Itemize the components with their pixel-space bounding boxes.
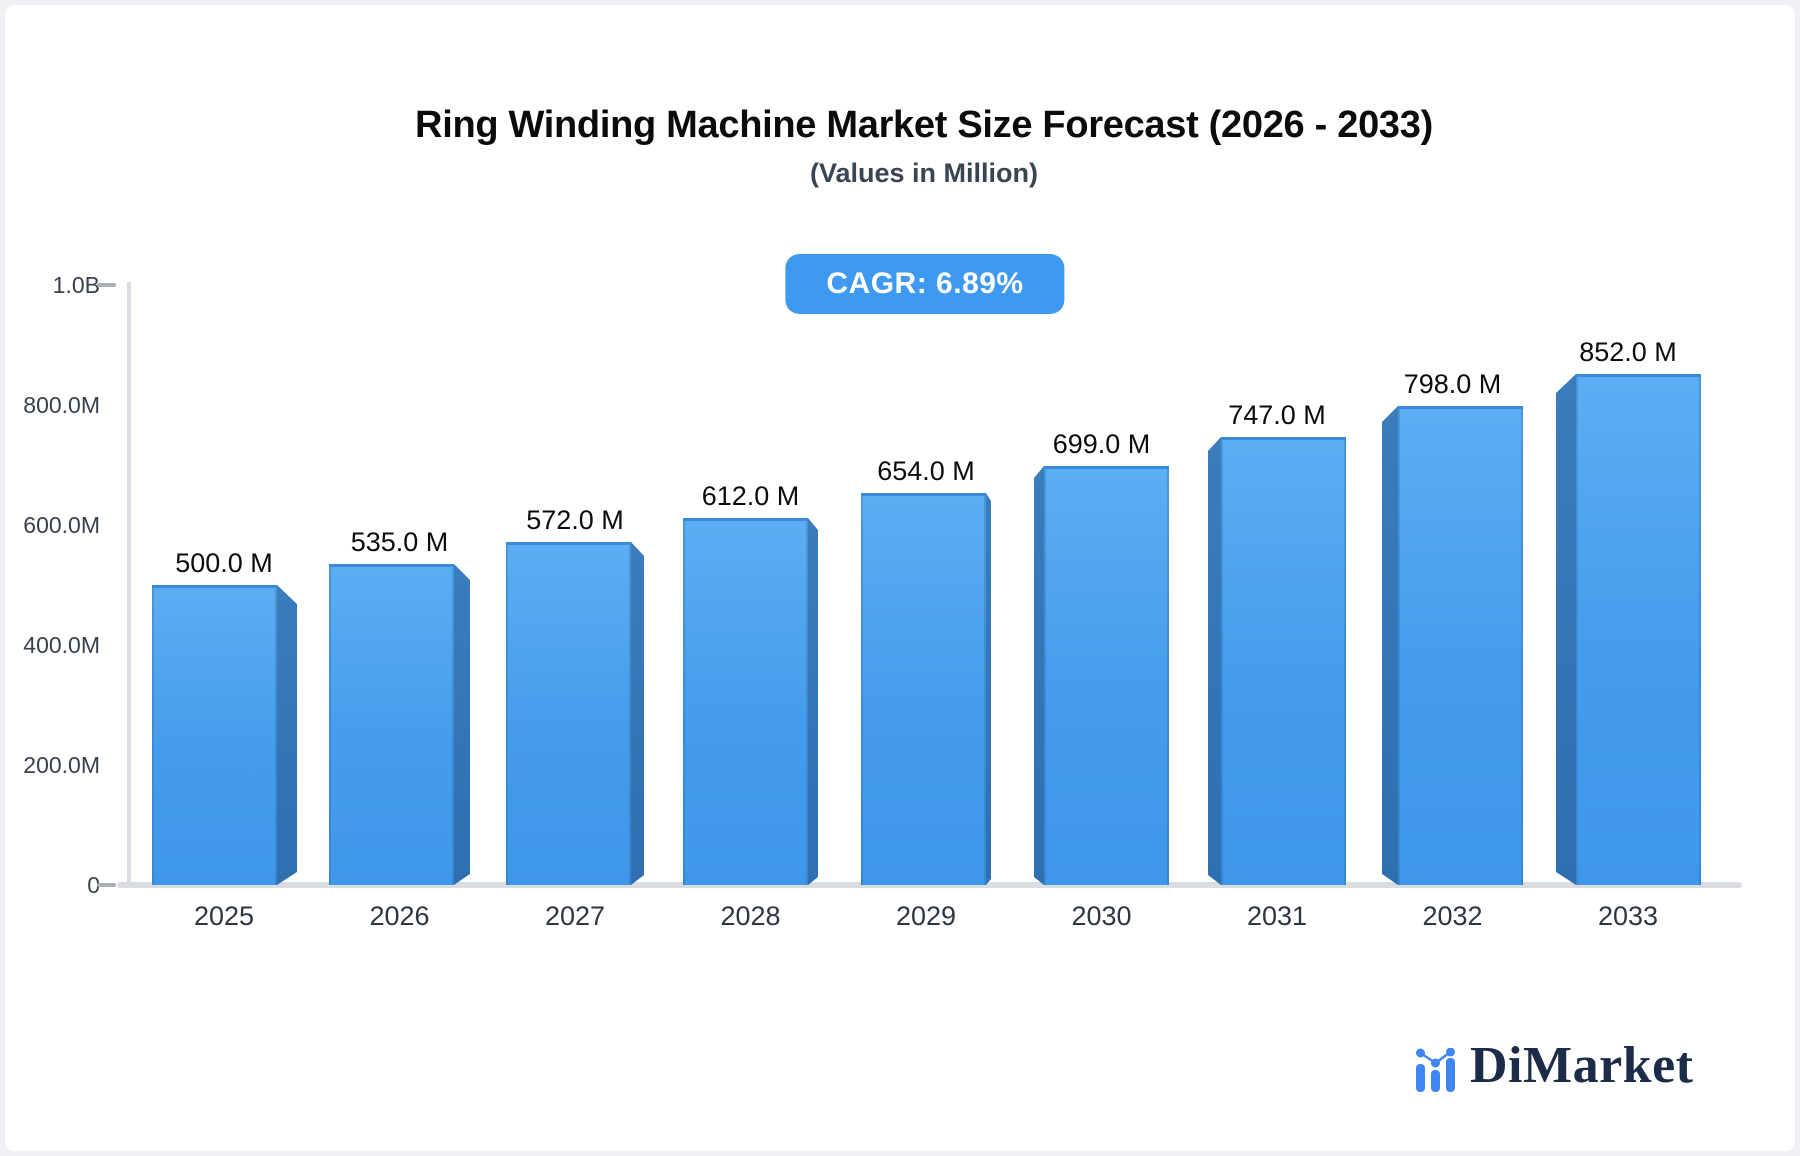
bar-2031 bbox=[1208, 437, 1346, 885]
y-axis-end-tick bbox=[97, 883, 116, 887]
y-tick-label: 600.0M bbox=[23, 512, 100, 538]
y-tick-label: 200.0M bbox=[23, 752, 100, 778]
brand-logo: DiMarket bbox=[1415, 1040, 1693, 1092]
bar-value-label: 500.0 M bbox=[175, 548, 273, 578]
bar-value-label: 699.0 M bbox=[1052, 429, 1151, 459]
bar-front-face bbox=[506, 542, 631, 885]
bar-3d-side bbox=[631, 542, 644, 885]
bar-value-label: 612.0 M bbox=[701, 481, 800, 511]
cagr-badge: CAGR: 6.89% bbox=[785, 254, 1065, 314]
x-tick-label: 2029 bbox=[895, 901, 957, 931]
bar-2032 bbox=[1382, 406, 1523, 885]
y-axis-line bbox=[127, 282, 131, 885]
x-tick-label: 2025 bbox=[193, 901, 255, 931]
bar-value-label: 654.0 M bbox=[877, 456, 975, 486]
bar-3d-side bbox=[1208, 437, 1221, 885]
bar-chart-trend-icon bbox=[1416, 1048, 1455, 1092]
x-tick-label: 2028 bbox=[720, 901, 781, 931]
x-tick-label: 2031 bbox=[1246, 901, 1308, 931]
bar-front-face bbox=[329, 564, 454, 885]
bar-3d-side bbox=[454, 564, 470, 885]
bar-3d-side bbox=[808, 518, 818, 885]
x-tick-label: 2033 bbox=[1597, 901, 1659, 931]
bar-2033 bbox=[1556, 374, 1701, 885]
bar-front-face bbox=[683, 518, 808, 885]
bar-2025 bbox=[152, 585, 297, 885]
x-tick-label: 2026 bbox=[369, 901, 430, 931]
chart-header: Ring Winding Machine Market Size Forecas… bbox=[24, 104, 1800, 189]
bar-2028 bbox=[683, 518, 818, 885]
bar-3d-side bbox=[1034, 466, 1044, 885]
y-tick-label: 400.0M bbox=[23, 632, 100, 658]
bar-value-label: 572.0 M bbox=[526, 505, 624, 535]
x-tick-label: 2030 bbox=[1071, 901, 1132, 931]
y-tick-label: 800.0M bbox=[23, 392, 100, 418]
bar-2027 bbox=[506, 542, 644, 885]
chart-subtitle: (Values in Million) bbox=[809, 157, 1039, 188]
bar-front-face bbox=[861, 493, 986, 885]
brand-name: DiMarket bbox=[1470, 1037, 1694, 1094]
bar-3d-side bbox=[277, 585, 297, 885]
x-tick-label: 2032 bbox=[1422, 901, 1483, 931]
bar-value-label: 747.0 M bbox=[1228, 400, 1326, 430]
bar-3d-side bbox=[1556, 374, 1576, 885]
x-axis-baseline bbox=[117, 882, 1742, 888]
bar-value-label: 535.0 M bbox=[350, 527, 449, 557]
bar-front-face bbox=[1398, 406, 1523, 885]
y-tick-label: 1.0B bbox=[52, 272, 100, 298]
bar-front-face bbox=[1576, 374, 1701, 885]
bar-front-face bbox=[1221, 437, 1346, 885]
bar-3d-side bbox=[986, 493, 991, 885]
bar-front-face bbox=[152, 585, 277, 885]
bar-value-label: 798.0 M bbox=[1403, 369, 1502, 399]
bar-2029 bbox=[861, 493, 991, 885]
bar-front-face bbox=[1044, 466, 1169, 885]
bar-value-label: 852.0 M bbox=[1579, 337, 1677, 367]
bar-3d-side bbox=[1382, 406, 1398, 885]
bar-2030 bbox=[1034, 466, 1169, 885]
x-tick-label: 2027 bbox=[544, 901, 606, 931]
bar-2026 bbox=[329, 564, 470, 885]
chart-title: Ring Winding Machine Market Size Forecas… bbox=[415, 104, 1433, 146]
y-axis-end-tick bbox=[97, 283, 116, 287]
y-tick-label: 0 bbox=[87, 872, 100, 898]
